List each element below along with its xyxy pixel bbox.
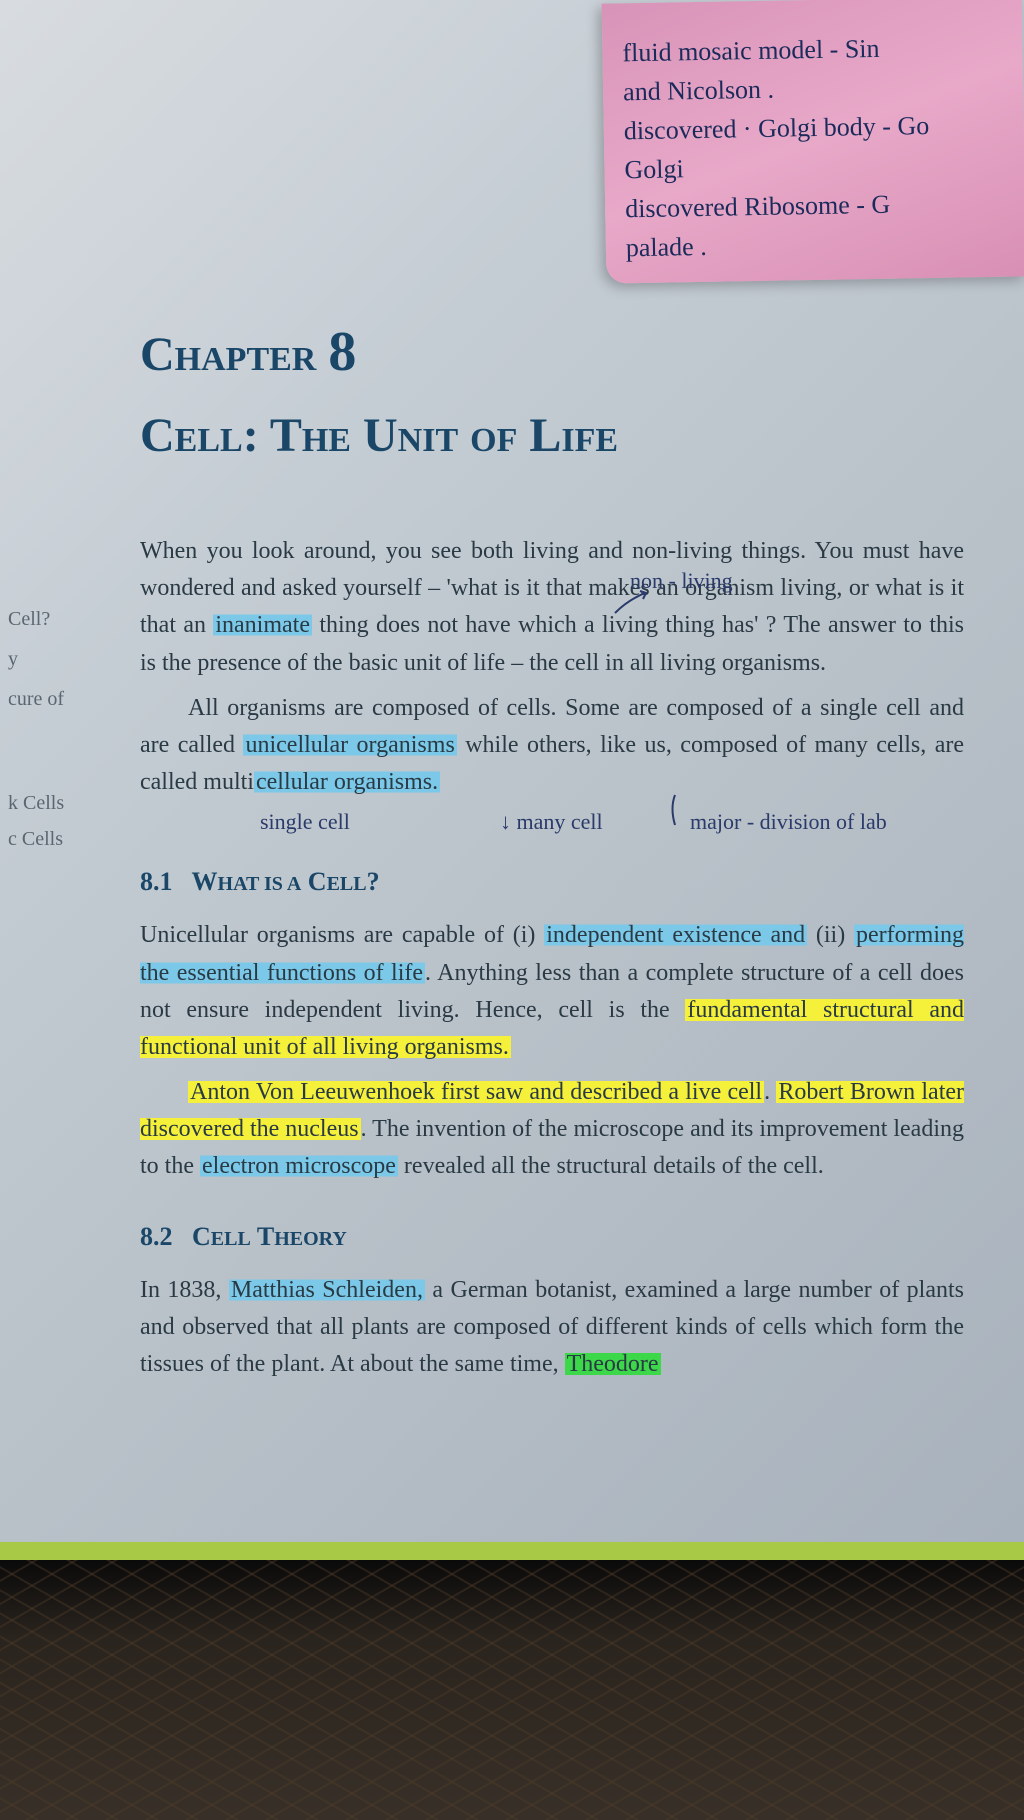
- hand-annotation: major - division of lab: [690, 809, 887, 835]
- highlight-blue: independent existence and: [544, 922, 807, 948]
- para-text: revealed all the structural details of t…: [398, 1153, 824, 1179]
- section-title: CELL THEORY: [192, 1222, 347, 1251]
- highlight-blue: cellular organisms.: [254, 769, 440, 795]
- chapter-number: CHAPTER 8: [140, 320, 964, 384]
- body-paragraph: When you look around, you see both livin…: [140, 533, 964, 682]
- highlight-blue: inanimate: [213, 612, 312, 638]
- body-paragraph: Unicellular organisms are capable of (i)…: [140, 917, 964, 1066]
- margin-note: y: [8, 648, 18, 671]
- chapter-num-val: 8: [328, 321, 356, 383]
- background-cloth: [0, 1560, 1024, 1820]
- para-text: In 1838,: [140, 1277, 229, 1303]
- textbook-page: fluid mosaic model - Sin and Nicolson . …: [0, 0, 1024, 1560]
- hand-annotation: single cell: [260, 809, 350, 835]
- margin-note: c Cells: [8, 828, 63, 851]
- margin-note: k Cells: [8, 792, 64, 815]
- section-heading: 8.2 CELL THEORY: [140, 1222, 964, 1252]
- sticky-line: fluid mosaic model - Sin: [622, 27, 1003, 73]
- body-paragraph: All organisms are composed of cells. Som…: [140, 690, 964, 802]
- section-title: WHAT IS A CELL?: [192, 867, 380, 896]
- sticky-line: discovered · Golgi body - Go: [623, 105, 1004, 151]
- margin-note: Cell?: [8, 608, 50, 631]
- sticky-line: palade .: [626, 222, 1007, 268]
- highlight-green: Theodore: [565, 1351, 661, 1377]
- sticky-note: fluid mosaic model - Sin and Nicolson . …: [602, 0, 1024, 284]
- section-num: 8.2: [140, 1222, 173, 1251]
- chapter-label: CHAPTER: [140, 328, 316, 381]
- sticky-line: Golgi: [624, 144, 1005, 190]
- section-num: 8.1: [140, 867, 173, 896]
- hand-annotation-row: single cell ↓ many cell major - division…: [140, 809, 964, 839]
- chapter-title: CELL: THE UNIT OF LIFE: [140, 408, 964, 463]
- para-text: .: [764, 1079, 776, 1105]
- chapter-heading-block: CHAPTER 8 CELL: THE UNIT OF LIFE: [140, 320, 964, 463]
- body-paragraph: In 1838, Matthias Schleiden, a German bo…: [140, 1272, 964, 1384]
- hand-annotation: non - living: [630, 568, 733, 594]
- section-heading: 8.1 WHAT IS A CELL?: [140, 867, 964, 897]
- body-paragraph: Anton Von Leeuwenhoek first saw and desc…: [140, 1074, 964, 1186]
- highlight-yellow: Anton Von Leeuwenhoek first saw and desc…: [188, 1079, 764, 1105]
- para-text: (ii): [807, 922, 854, 948]
- sticky-line: discovered Ribosome - G: [625, 183, 1006, 229]
- highlight-blue: Matthias Schleiden,: [229, 1277, 425, 1303]
- highlight-blue: electron microscope: [200, 1153, 398, 1179]
- para-text: Unicellular organisms are capable of (i): [140, 922, 544, 948]
- sticky-line: and Nicolson .: [623, 66, 1004, 112]
- highlight-blue: unicellular organisms: [243, 732, 456, 758]
- hand-annotation: ↓ many cell: [500, 809, 603, 835]
- margin-note: cure of: [8, 688, 64, 711]
